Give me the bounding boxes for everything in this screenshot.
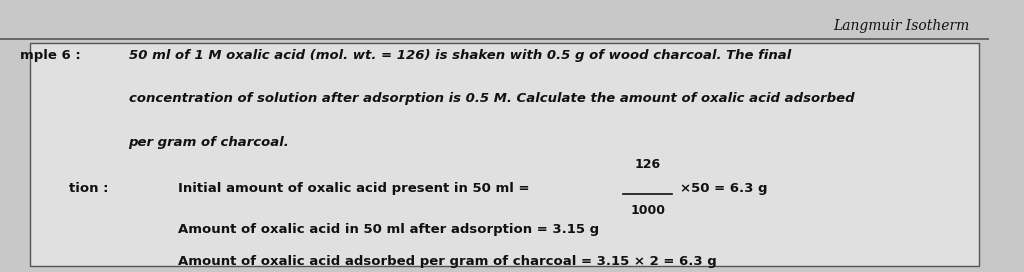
Text: mple 6 :: mple 6 : bbox=[19, 49, 81, 62]
Text: ×50 = 6.3 g: ×50 = 6.3 g bbox=[680, 182, 768, 195]
Text: Amount of oxalic acid adsorbed per gram of charcoal = 3.15 × 2 = 6.3 g: Amount of oxalic acid adsorbed per gram … bbox=[178, 255, 717, 268]
Text: Amount of oxalic acid in 50 ml after adsorption = 3.15 g: Amount of oxalic acid in 50 ml after ads… bbox=[178, 223, 599, 236]
Text: Initial amount of oxalic acid present in 50 ml =: Initial amount of oxalic acid present in… bbox=[178, 182, 529, 195]
Text: Langmuir Isotherm: Langmuir Isotherm bbox=[833, 19, 969, 33]
Text: concentration of solution after adsorption is 0.5 M. Calculate the amount of oxa: concentration of solution after adsorpti… bbox=[129, 92, 854, 105]
Text: 50 ml of 1 M oxalic acid (mol. wt. = 126) is shaken with 0.5 g of wood charcoal.: 50 ml of 1 M oxalic acid (mol. wt. = 126… bbox=[129, 49, 791, 62]
Text: 1000: 1000 bbox=[630, 204, 666, 217]
Text: tion :: tion : bbox=[70, 182, 109, 195]
Text: 126: 126 bbox=[635, 158, 660, 171]
FancyBboxPatch shape bbox=[30, 44, 979, 266]
Text: per gram of charcoal.: per gram of charcoal. bbox=[129, 136, 290, 149]
